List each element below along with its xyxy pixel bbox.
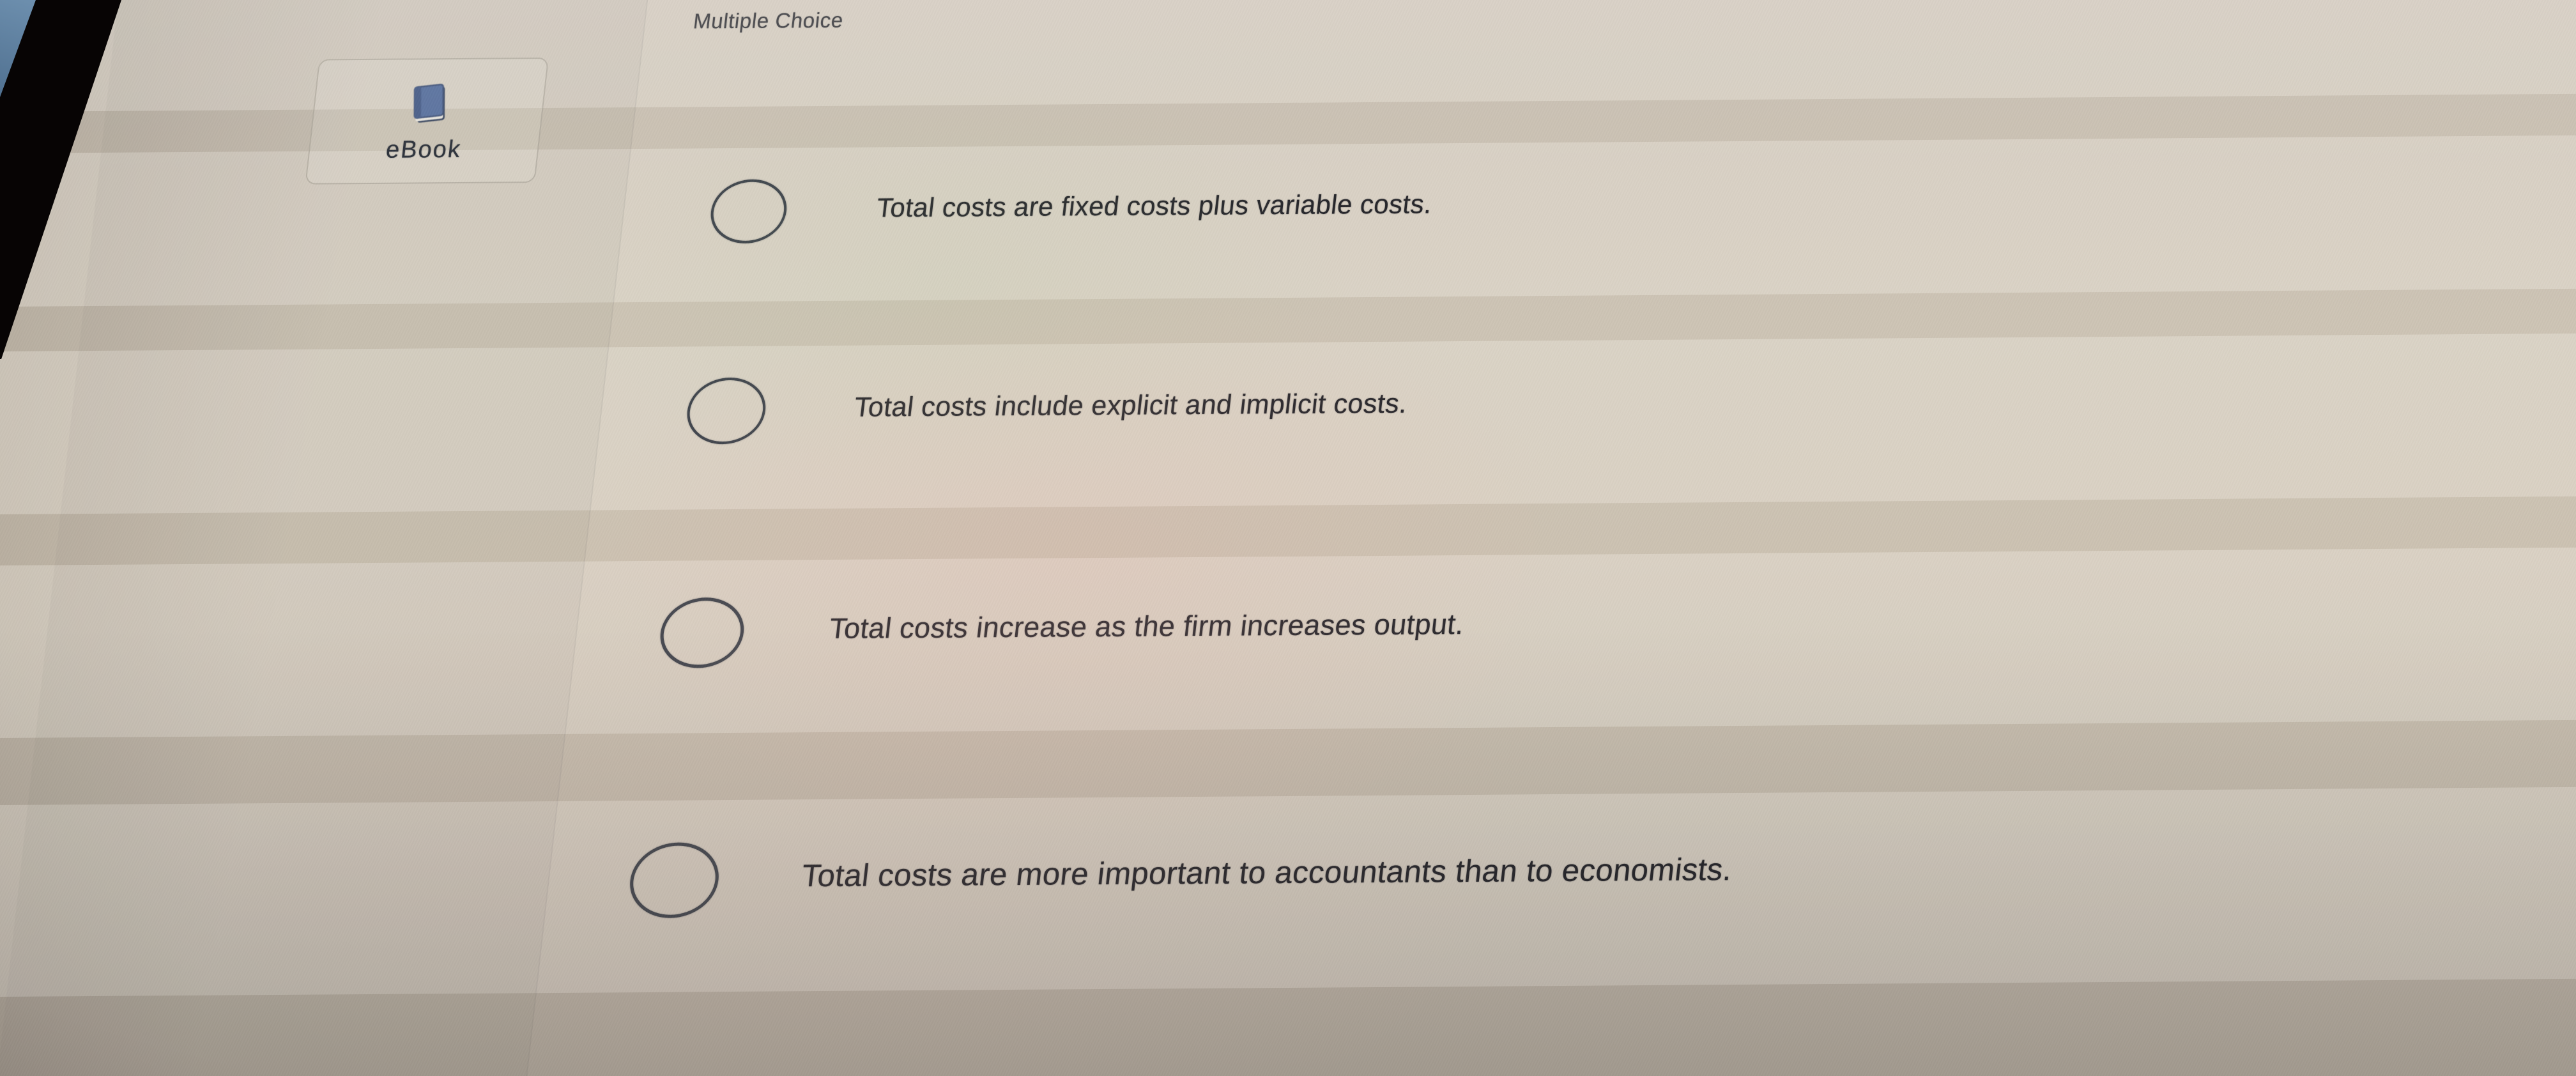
question-type-label: Multiple Choice	[692, 8, 845, 33]
radio-button-option-4[interactable]	[625, 842, 723, 919]
option-label[interactable]: Total costs are more important to accoun…	[800, 852, 1734, 894]
radio-button-option-1[interactable]	[707, 179, 790, 244]
ebook-button-label: eBook	[384, 135, 463, 164]
option-label[interactable]: Total costs increase as the firm increas…	[827, 608, 1466, 645]
option-label[interactable]: Total costs are fixed costs plus variabl…	[875, 188, 1434, 223]
radio-button-option-2[interactable]	[684, 377, 769, 445]
radio-button-option-3[interactable]	[656, 597, 748, 668]
book-icon	[413, 84, 445, 123]
option-label[interactable]: Total costs include explicit and implici…	[852, 388, 1409, 423]
ebook-button[interactable]: eBook	[305, 58, 549, 185]
